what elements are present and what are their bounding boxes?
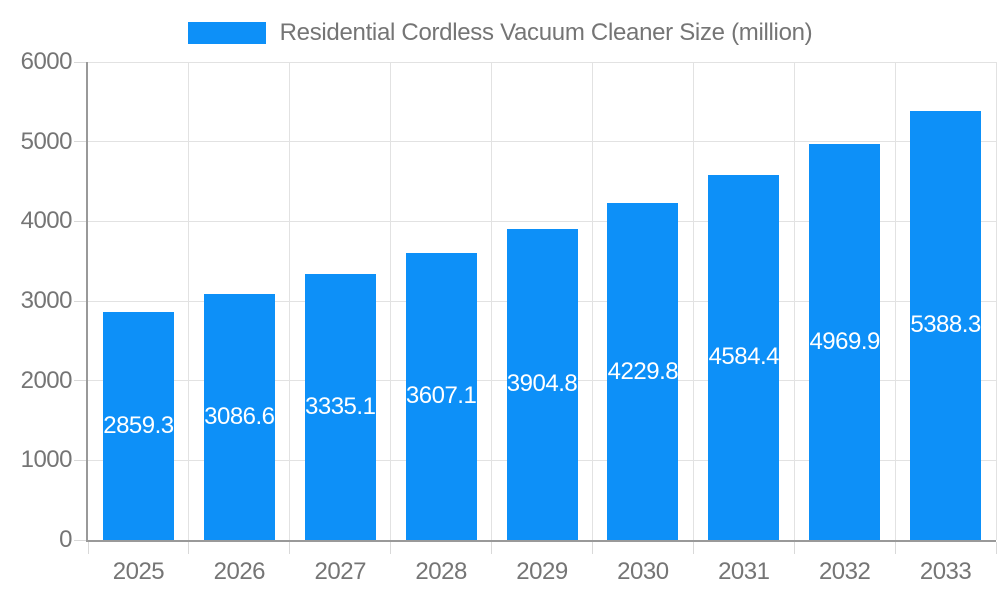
x-axis-label: 2028 xyxy=(415,558,467,585)
bar[interactable] xyxy=(102,312,174,540)
legend-item[interactable]: Residential Cordless Vacuum Cleaner Size… xyxy=(0,19,1000,46)
gridline-vertical xyxy=(491,62,493,540)
y-axis-label: 4000 xyxy=(20,207,73,235)
bar-value-label: 4969.9 xyxy=(809,328,880,356)
y-axis-label: 2000 xyxy=(20,366,73,394)
x-axis-tick xyxy=(591,542,593,554)
bar[interactable] xyxy=(506,228,578,540)
bar[interactable] xyxy=(910,110,982,540)
gridline-vertical xyxy=(289,62,291,540)
gridline-vertical xyxy=(188,62,190,540)
y-axis-tick xyxy=(74,459,88,461)
y-axis-tick xyxy=(74,220,88,222)
bar-value-label: 4229.8 xyxy=(607,357,679,385)
x-axis-label: 2033 xyxy=(919,558,972,585)
x-axis-label: 2030 xyxy=(617,558,669,585)
bar[interactable] xyxy=(304,274,376,540)
x-axis-tick xyxy=(793,542,795,554)
bar[interactable] xyxy=(708,174,780,540)
gridline-horizontal xyxy=(88,220,996,222)
gridline-vertical xyxy=(692,62,694,540)
gridline-horizontal xyxy=(88,141,996,143)
bar-value-label: 3335.1 xyxy=(305,393,376,421)
y-axis-label: 3000 xyxy=(20,287,73,314)
bar[interactable] xyxy=(405,252,477,540)
y-axis-label: 1000 xyxy=(20,446,73,474)
y-axis-tick xyxy=(74,61,88,63)
x-axis-label: 2027 xyxy=(314,558,367,585)
bar-value-label: 4584.4 xyxy=(708,343,780,371)
legend-swatch xyxy=(187,22,266,44)
x-axis-line xyxy=(86,540,996,542)
bar-value-label: 3904.8 xyxy=(506,370,578,398)
y-axis-label: 5000 xyxy=(20,127,73,155)
y-axis-tick xyxy=(74,300,88,302)
x-axis-label: 2031 xyxy=(718,558,770,585)
bar[interactable] xyxy=(203,294,275,540)
legend-label: Residential Cordless Vacuum Cleaner Size… xyxy=(279,19,813,46)
gridline-vertical xyxy=(995,62,997,540)
x-axis-label: 2032 xyxy=(818,558,871,585)
x-axis-tick xyxy=(692,542,694,554)
gridline-vertical xyxy=(793,62,795,540)
bar-value-label: 2859.3 xyxy=(103,412,174,440)
gridline-vertical xyxy=(390,62,392,540)
x-axis-tick xyxy=(188,542,190,554)
y-axis-label: 6000 xyxy=(20,48,73,75)
x-axis-tick xyxy=(289,542,291,554)
y-axis-tick xyxy=(74,141,88,143)
bar-value-label: 3607.1 xyxy=(405,382,477,410)
x-axis-label: 2026 xyxy=(213,558,266,585)
bar-value-label: 5388.3 xyxy=(910,311,981,339)
y-axis-label: 0 xyxy=(59,526,72,553)
x-axis-label: 2029 xyxy=(516,558,568,585)
bar[interactable] xyxy=(809,144,881,540)
x-axis-tick xyxy=(995,542,997,554)
bar[interactable] xyxy=(607,203,679,540)
y-axis-tick xyxy=(74,539,88,541)
y-axis-tick xyxy=(74,380,88,382)
x-axis-tick xyxy=(87,542,89,554)
x-axis-tick xyxy=(390,542,392,554)
gridline-vertical xyxy=(894,62,896,540)
x-axis-label: 2025 xyxy=(112,558,165,585)
gridline-vertical xyxy=(591,62,593,540)
gridline-horizontal xyxy=(88,61,996,63)
bar-value-label: 3086.6 xyxy=(204,403,275,431)
x-axis-tick xyxy=(491,542,493,554)
y-axis-line xyxy=(86,62,88,542)
x-axis-tick xyxy=(894,542,896,554)
